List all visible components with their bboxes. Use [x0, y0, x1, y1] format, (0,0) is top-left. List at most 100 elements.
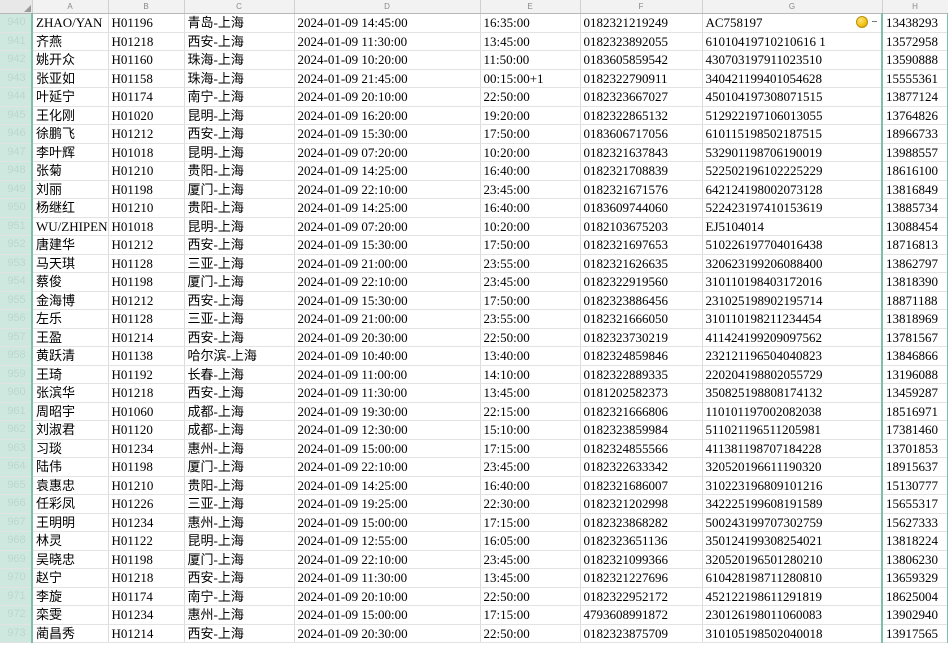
cell-ticket-number[interactable]: 0182323886456: [580, 291, 703, 310]
cell-id-number[interactable]: 110101197002082038: [702, 402, 883, 421]
cell-id-number[interactable]: 232121196504040823: [702, 346, 883, 366]
cell-passenger-name[interactable]: WU/ZHIPEN: [32, 217, 109, 236]
cell-route[interactable]: 成都-上海: [184, 402, 295, 421]
table-row[interactable]: 943 张亚如 H01158 珠海-上海 2024-01-09 21:45:00 00:1…: [0, 69, 948, 88]
cell-id-number[interactable]: 220204198802055729: [702, 365, 883, 384]
row-header[interactable]: 942: [0, 50, 33, 70]
cell-passenger-name[interactable]: 张亚如: [32, 69, 109, 88]
cell-route[interactable]: 成都-上海: [184, 420, 295, 440]
cell-id-number[interactable]: 411424199209097562: [702, 328, 883, 347]
table-row[interactable]: 957 王盈 H01214 西安-上海 2024-01-09 20:30:00 22:50…: [0, 328, 948, 347]
cell-phone-number[interactable]: 13917565: [881, 624, 948, 643]
cell-flight-number[interactable]: H01234: [108, 513, 185, 532]
cell-arrival-time[interactable]: 17:15:00: [480, 439, 581, 458]
cell-phone-number[interactable]: 18871188: [881, 291, 948, 310]
cell-ticket-number[interactable]: 0183609744060: [580, 198, 703, 218]
row-header[interactable]: 964: [0, 457, 33, 477]
cell-flight-number[interactable]: H01218: [108, 568, 185, 588]
cell-passenger-name[interactable]: 陆伟: [32, 457, 109, 477]
cell-ticket-number[interactable]: 0182324855566: [580, 439, 703, 458]
table-row[interactable]: 955 金海博 H01212 西安-上海 2024-01-09 15:30:00 17:5…: [0, 291, 948, 310]
cell-arrival-time[interactable]: 13:40:00: [480, 346, 581, 366]
cell-ticket-number[interactable]: 0182321227696: [580, 568, 703, 588]
cell-flight-number[interactable]: H01210: [108, 161, 185, 181]
cell-passenger-name[interactable]: 姚开众: [32, 50, 109, 70]
cell-id-number[interactable]: 511021196511205981: [702, 420, 883, 440]
cell-ticket-number[interactable]: 0182321626635: [580, 254, 703, 273]
cell-phone-number[interactable]: 13988557: [881, 143, 948, 162]
cell-arrival-time[interactable]: 22:50:00: [480, 624, 581, 643]
cell-route[interactable]: 珠海-上海: [184, 50, 295, 70]
cell-flight-number[interactable]: H01210: [108, 198, 185, 218]
cell-flight-number[interactable]: H01160: [108, 50, 185, 70]
cell-route[interactable]: 贵阳-上海: [184, 161, 295, 181]
cell-arrival-time[interactable]: 16:35:00: [480, 13, 581, 33]
row-header[interactable]: 971: [0, 587, 33, 606]
cell-flight-number[interactable]: H01212: [108, 235, 185, 255]
row-header[interactable]: 950: [0, 198, 33, 218]
cell-phone-number[interactable]: 13877124: [881, 87, 948, 107]
row-header[interactable]: 947: [0, 143, 33, 162]
cell-passenger-name[interactable]: 王化刚: [32, 106, 109, 125]
cell-route[interactable]: 惠州-上海: [184, 439, 295, 458]
cell-route[interactable]: 厦门-上海: [184, 272, 295, 292]
cell-arrival-time[interactable]: 17:50:00: [480, 124, 581, 144]
cell-passenger-name[interactable]: 王盈: [32, 328, 109, 347]
cell-id-number[interactable]: 500243199707302759: [702, 513, 883, 532]
cell-passenger-name[interactable]: 吴晓忠: [32, 550, 109, 569]
cell-arrival-time[interactable]: 11:50:00: [480, 50, 581, 70]
column-header-a[interactable]: A: [32, 0, 109, 14]
table-row[interactable]: 956 左乐 H01128 三亚-上海 2024-01-09 21:00:00 23:55…: [0, 309, 948, 329]
cell-id-number[interactable]: 522502196102225229: [702, 161, 883, 181]
row-header[interactable]: 956: [0, 309, 33, 329]
table-row[interactable]: 973 蔺昌秀 H01214 西安-上海 2024-01-09 20:30:00 22:5…: [0, 624, 948, 643]
cell-passenger-name[interactable]: 习琰: [32, 439, 109, 458]
cell-flight-number[interactable]: H01198: [108, 550, 185, 569]
column-header-g[interactable]: G: [702, 0, 883, 14]
cell-departure-datetime[interactable]: 2024-01-09 12:55:00: [294, 531, 481, 551]
cell-passenger-name[interactable]: ZHAO/YAN: [32, 13, 109, 33]
cell-departure-datetime[interactable]: 2024-01-09 15:30:00: [294, 124, 481, 144]
cell-phone-number[interactable]: 13088454: [881, 217, 948, 236]
cell-ticket-number[interactable]: 0182321697653: [580, 235, 703, 255]
cell-phone-number[interactable]: 15130777: [881, 476, 948, 495]
cell-arrival-time[interactable]: 23:45:00: [480, 457, 581, 477]
table-row[interactable]: 945 王化刚 H01020 昆明-上海 2024-01-09 16:20:00 19:2…: [0, 106, 948, 125]
cell-route[interactable]: 三亚-上海: [184, 309, 295, 329]
row-header[interactable]: 967: [0, 513, 33, 532]
cell-departure-datetime[interactable]: 2024-01-09 20:30:00: [294, 624, 481, 643]
column-header-row[interactable]: A B C D E F G H: [0, 0, 948, 14]
cell-route[interactable]: 厦门-上海: [184, 180, 295, 199]
cell-passenger-name[interactable]: 齐燕: [32, 32, 109, 51]
table-row[interactable]: 954 蔡俊 H01198 厦门-上海 2024-01-09 22:10:00 23:45…: [0, 272, 948, 292]
cell-phone-number[interactable]: 13818969: [881, 309, 948, 329]
cell-id-number[interactable]: 340421199401054628: [702, 69, 883, 88]
column-header-d[interactable]: D: [294, 0, 481, 14]
cell-ticket-number[interactable]: 0182323651136: [580, 531, 703, 551]
row-header[interactable]: 958: [0, 346, 33, 366]
cell-phone-number[interactable]: 13572958: [881, 32, 948, 51]
table-row[interactable]: 964 陆伟 H01198 厦门-上海 2024-01-09 22:10:00 23:45…: [0, 457, 948, 477]
cell-arrival-time[interactable]: 16:05:00: [480, 531, 581, 551]
cell-id-number[interactable]: 310105198502040018: [702, 624, 883, 643]
cell-ticket-number[interactable]: 0183606717056: [580, 124, 703, 144]
cell-id-number[interactable]: 350124199308254021: [702, 531, 883, 551]
row-header[interactable]: 955: [0, 291, 33, 310]
cell-departure-datetime[interactable]: 2024-01-09 14:25:00: [294, 161, 481, 181]
cell-phone-number[interactable]: 13862797: [881, 254, 948, 273]
cell-flight-number[interactable]: H01174: [108, 587, 185, 606]
cell-flight-number[interactable]: H01226: [108, 494, 185, 514]
cell-id-number[interactable]: 411381198707184228: [702, 439, 883, 458]
cell-passenger-name[interactable]: 周昭宇: [32, 402, 109, 421]
cell-departure-datetime[interactable]: 2024-01-09 10:40:00: [294, 346, 481, 366]
cell-phone-number[interactable]: 18716813: [881, 235, 948, 255]
comment-indicator-icon[interactable]: [856, 16, 868, 28]
row-header[interactable]: 943: [0, 69, 33, 88]
row-header[interactable]: 965: [0, 476, 33, 495]
cell-phone-number[interactable]: 13781567: [881, 328, 948, 347]
cell-flight-number[interactable]: H01158: [108, 69, 185, 88]
cell-passenger-name[interactable]: 林灵: [32, 531, 109, 551]
cell-flight-number[interactable]: H01018: [108, 217, 185, 236]
cell-route[interactable]: 南宁-上海: [184, 587, 295, 606]
cell-ticket-number[interactable]: 0182321202998: [580, 494, 703, 514]
